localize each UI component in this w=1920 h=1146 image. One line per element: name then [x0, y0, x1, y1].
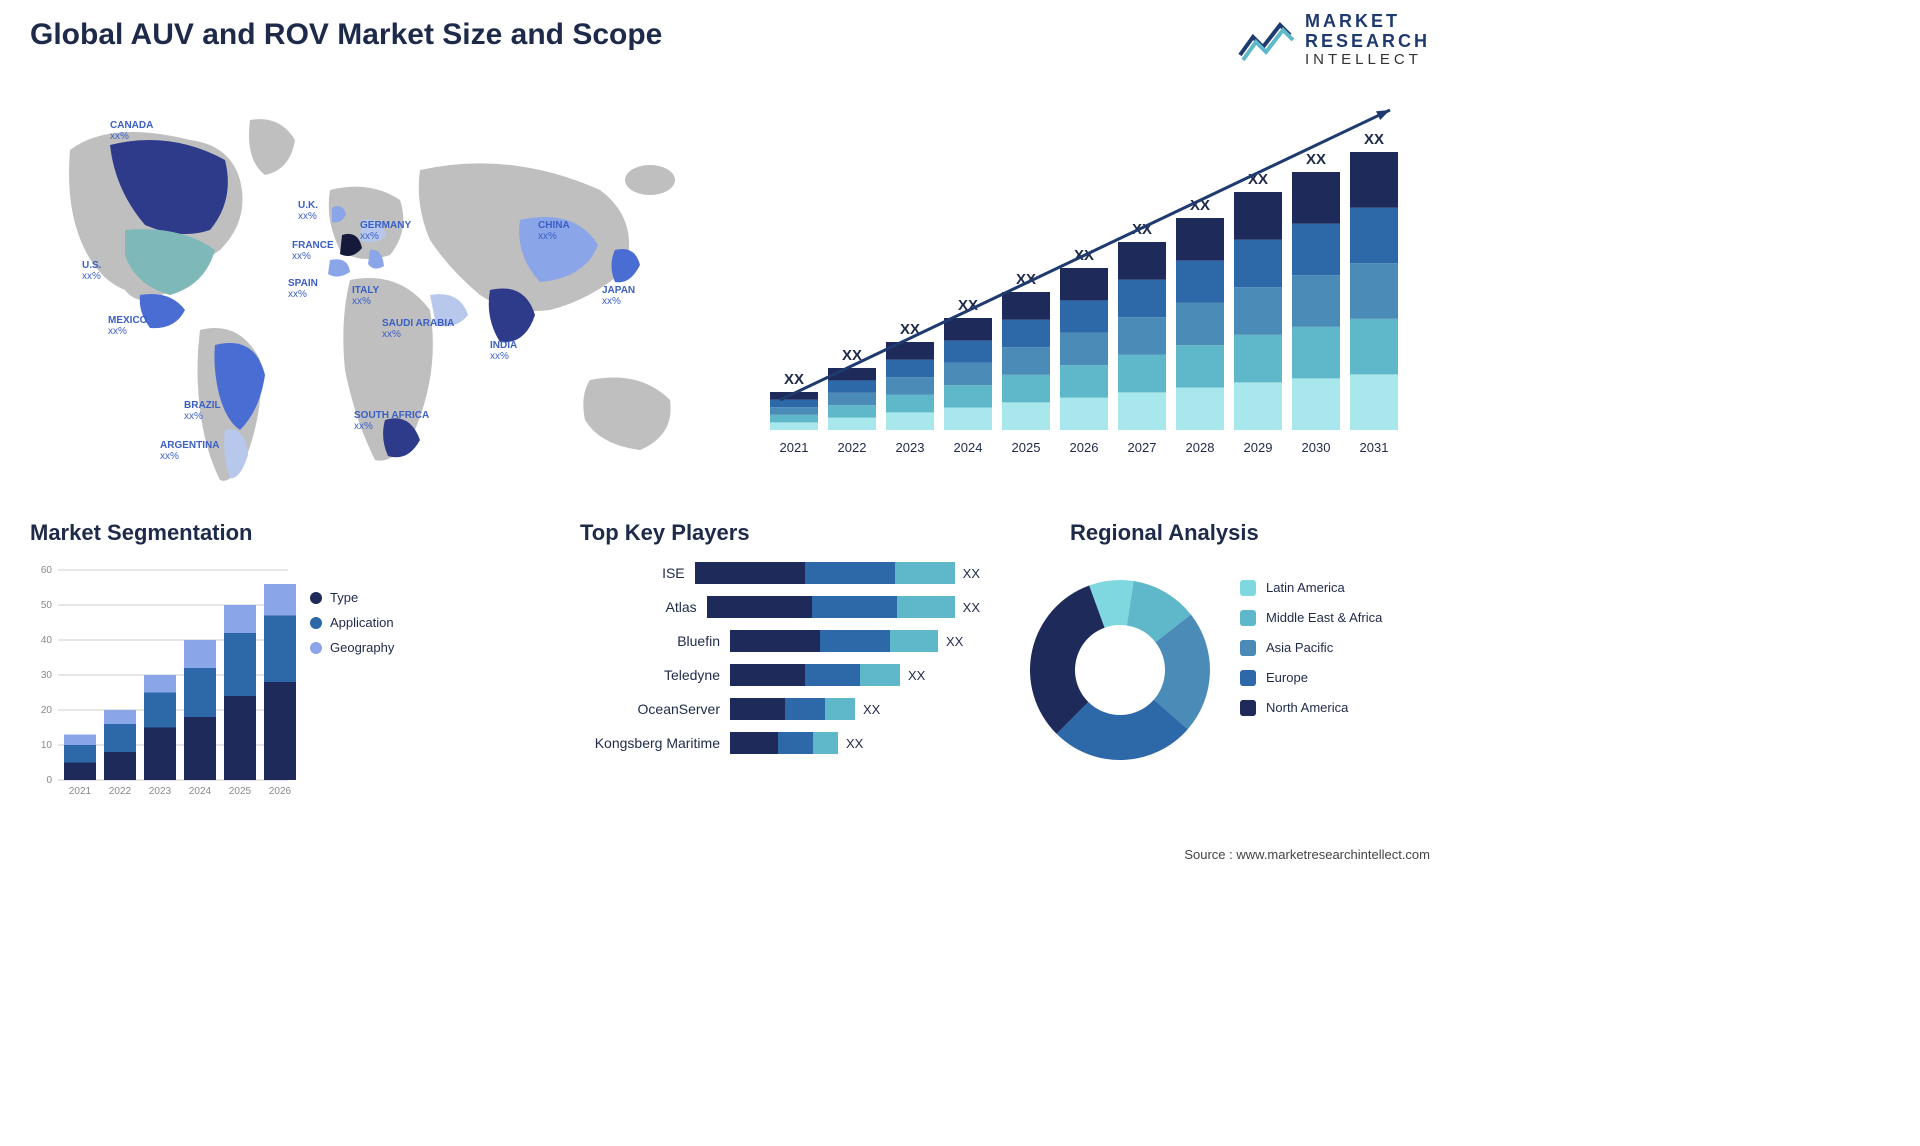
map-label: ITALYxx%: [352, 285, 379, 307]
player-label: OceanServer: [580, 701, 730, 717]
player-label: Kongsberg Maritime: [580, 735, 730, 751]
svg-text:2028: 2028: [1186, 440, 1215, 455]
map-label: ARGENTINAxx%: [160, 440, 219, 462]
player-label: Teledyne: [580, 667, 730, 683]
map-label: MEXICOxx%: [108, 315, 147, 337]
seg-legend-item: Geography: [310, 640, 394, 655]
logo-icon: [1235, 15, 1295, 65]
map-label: SOUTH AFRICAxx%: [354, 410, 429, 432]
player-label: ISE: [580, 565, 695, 581]
svg-text:10: 10: [41, 740, 53, 751]
svg-text:2021: 2021: [69, 786, 92, 797]
logo-line3: INTELLECT: [1305, 52, 1430, 69]
regional-legend: Latin America Middle East & Africa Asia Pa…: [1240, 580, 1382, 730]
svg-text:2023: 2023: [149, 786, 172, 797]
page-title: Global AUV and ROV Market Size and Scope: [30, 18, 662, 52]
svg-text:2027: 2027: [1128, 440, 1157, 455]
map-label: SAUDI ARABIAxx%: [382, 318, 454, 340]
svg-text:2030: 2030: [1302, 440, 1331, 455]
svg-text:60: 60: [41, 565, 53, 576]
svg-text:2024: 2024: [954, 440, 983, 455]
svg-text:2029: 2029: [1244, 440, 1273, 455]
brand-logo: MARKET RESEARCH INTELLECT: [1235, 12, 1430, 68]
regional-legend-item: Latin America: [1240, 580, 1382, 596]
svg-text:2024: 2024: [189, 786, 212, 797]
donut-svg: [1010, 560, 1230, 780]
regional-legend-item: Middle East & Africa: [1240, 610, 1382, 626]
regional-chart: Latin America Middle East & Africa Asia Pa…: [1010, 560, 1430, 840]
regional-title: Regional Analysis: [1070, 520, 1259, 546]
map-label: U.S.xx%: [82, 260, 101, 282]
svg-text:2022: 2022: [838, 440, 867, 455]
svg-text:2025: 2025: [229, 786, 252, 797]
map-label: INDIAxx%: [490, 340, 517, 362]
player-row: Kongsberg MaritimeXX: [580, 730, 980, 756]
svg-text:2022: 2022: [109, 786, 132, 797]
logo-line2: RESEARCH: [1305, 32, 1430, 52]
svg-text:30: 30: [41, 670, 53, 681]
regional-legend-item: North America: [1240, 700, 1382, 716]
seg-legend-item: Type: [310, 590, 394, 605]
svg-text:XX: XX: [784, 371, 804, 388]
growth-chart: XX2021XX2022XX2023XX2024XX2025XX2026XX20…: [760, 100, 1420, 470]
player-row: OceanServerXX: [580, 696, 980, 722]
map-label: JAPANxx%: [602, 285, 635, 307]
svg-text:2021: 2021: [780, 440, 809, 455]
regional-legend-item: Asia Pacific: [1240, 640, 1382, 656]
map-label: GERMANYxx%: [360, 220, 411, 242]
logo-line1: MARKET: [1305, 12, 1430, 32]
svg-text:50: 50: [41, 600, 53, 611]
svg-text:2023: 2023: [896, 440, 925, 455]
player-row: AtlasXX: [580, 594, 980, 620]
svg-text:2026: 2026: [1070, 440, 1099, 455]
players-title: Top Key Players: [580, 520, 750, 546]
svg-text:XX: XX: [1364, 131, 1384, 148]
svg-text:XX: XX: [1306, 151, 1326, 168]
segmentation-legend: Type Application Geography: [310, 590, 394, 665]
regional-legend-item: Europe: [1240, 670, 1382, 686]
segmentation-title: Market Segmentation: [30, 520, 253, 546]
map-label: SPAINxx%: [288, 278, 318, 300]
seg-legend-item: Application: [310, 615, 394, 630]
players-chart: ISEXX AtlasXX BluefinXX TeledyneXX OceanServ…: [580, 560, 980, 840]
svg-text:0: 0: [46, 775, 52, 786]
svg-text:2026: 2026: [269, 786, 292, 797]
map-label: U.K.xx%: [298, 200, 318, 222]
map-label: CANADAxx%: [110, 120, 153, 142]
svg-text:20: 20: [41, 705, 53, 716]
map-label: FRANCExx%: [292, 240, 334, 262]
player-label: Atlas: [580, 599, 707, 615]
map-label: CHINAxx%: [538, 220, 570, 242]
player-label: Bluefin: [580, 633, 730, 649]
svg-text:2031: 2031: [1360, 440, 1389, 455]
svg-text:40: 40: [41, 635, 53, 646]
svg-text:2025: 2025: [1012, 440, 1041, 455]
segmentation-chart: 0 10 20 30 40 50 60 2021 2022 2023 2024 2025 2026 Ty…: [30, 560, 450, 840]
player-row: ISEXX: [580, 560, 980, 586]
player-row: BluefinXX: [580, 628, 980, 654]
source-text: Source : www.marketresearchintellect.com: [1184, 847, 1430, 862]
world-map: CANADAxx% U.S.xx% MEXICOxx% BRAZILxx% ARGENT…: [30, 90, 710, 490]
player-row: TeledyneXX: [580, 662, 980, 688]
map-label: BRAZILxx%: [184, 400, 221, 422]
